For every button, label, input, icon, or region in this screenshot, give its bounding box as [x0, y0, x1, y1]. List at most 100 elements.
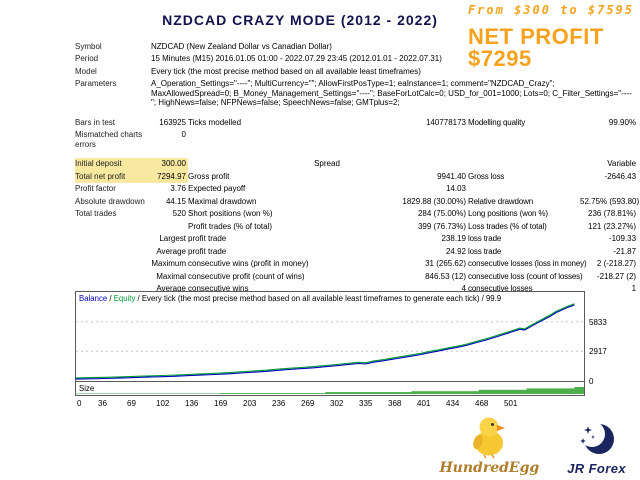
report-cell: Relative drawdown	[468, 196, 534, 206]
report-cell: consecutive profit (count of wins)	[188, 271, 305, 281]
report-cell: consecutive wins (profit in money)	[188, 259, 309, 268]
report-cell: 3.76	[170, 184, 186, 193]
chart-legend: Balance / Equity / Every tick (the most …	[79, 294, 501, 303]
x-axis-tick: 302	[330, 399, 344, 408]
report-cell: NZDCAD (New Zealand Dollar vs Canadian D…	[151, 41, 332, 51]
report-row: Profit factor 3.76 Expected payoff 14.03	[75, 183, 638, 196]
report-row: Mismatched charts errors 0	[75, 129, 638, 151]
size-panel: Size	[75, 382, 585, 396]
size-bar	[526, 388, 575, 394]
report-cell: Average	[156, 284, 186, 293]
report-row: Initial deposit 300.00 Spread Variable	[75, 157, 638, 171]
report-cell	[75, 270, 151, 283]
x-axis-tick: 368	[388, 399, 402, 408]
report-cell: 1829.88 (30.00%)	[402, 196, 466, 206]
report-cell: -2646.43	[604, 171, 637, 181]
hundredegg-logo: HundredEgg	[439, 413, 539, 476]
report-cell: Bars in test	[75, 117, 116, 127]
report-cell: 236 (78.81%)	[588, 209, 637, 218]
report-cell: A_Operation_Settings="----"; MultiCurren…	[151, 79, 632, 107]
report-cell: 121 (23.27%)	[588, 221, 637, 231]
report-cell: Expected payoff	[188, 184, 246, 193]
size-bar	[478, 389, 527, 394]
x-axis-tick: 0	[77, 399, 82, 408]
jrforex-logo: JR Forex	[567, 418, 626, 476]
y-axis-tick: 2917	[589, 347, 607, 356]
report-cell: Profit trades (% of total)	[188, 221, 273, 231]
x-axis-tick: 335	[359, 399, 373, 408]
net-profit-amount: $7295	[468, 46, 532, 71]
chart-x-axis-labels: 0 36 69 102 136 169 203 236 269 302 335 368 401 434 46…	[75, 399, 595, 409]
report-cell: -21.87	[613, 246, 637, 256]
report-cell	[75, 151, 638, 158]
report-cell: Mismatched charts errors	[75, 130, 143, 149]
legend-description: / Every tick (the most precise method ba…	[135, 294, 502, 303]
x-axis-tick: 434	[446, 399, 460, 408]
report-cell	[468, 158, 580, 171]
x-axis-tick: 169	[214, 399, 228, 408]
report-cell: Spread	[314, 159, 340, 168]
size-bar	[574, 387, 584, 394]
report-cell: loss trade	[468, 246, 502, 256]
report-cell: Short positions (won %)	[188, 209, 273, 218]
report-row: Absolute drawdown 44.15 Maximal drawdown 18…	[75, 195, 639, 208]
report-cell: Variable	[607, 159, 637, 168]
report-cell: 24.92	[445, 246, 466, 256]
x-axis-tick: 136	[185, 399, 199, 408]
report-cell: consecutive wins	[188, 284, 249, 293]
report-row: Total net profit 7294.97 Gross profit 9941.…	[75, 170, 638, 183]
report-cell: 9941.40	[437, 171, 466, 181]
report-cell: Total trades	[75, 209, 117, 218]
y-axis-tick: 0	[589, 377, 594, 386]
size-bar	[411, 391, 479, 394]
hundredegg-wordmark: HundredEgg	[439, 460, 540, 476]
x-axis-tick: 102	[156, 399, 170, 408]
report-cell: consecutive losses	[468, 284, 533, 293]
report-cell: 2 (-218.27)	[596, 259, 637, 268]
report-cell: 99.90%	[608, 117, 637, 127]
report-cell	[346, 129, 468, 151]
report-cell: 44.15	[165, 196, 186, 206]
report-cell: -109.33	[608, 234, 637, 243]
balance-line	[76, 304, 575, 380]
report-row: Model Every tick (the most precise method…	[75, 65, 638, 78]
legend-separator: /	[107, 294, 114, 303]
report-cell: 7294.97	[151, 170, 188, 183]
footer-logos: HundredEgg JR Forex	[439, 413, 626, 476]
report-cell: 520	[172, 209, 186, 218]
x-axis-tick: 401	[417, 399, 431, 408]
report-cell: 163925	[159, 117, 186, 127]
report-cell: Initial deposit	[75, 157, 151, 170]
report-cell: Period	[75, 54, 99, 63]
report-cell: Symbol	[75, 41, 102, 51]
report-cell: Maximum	[151, 259, 186, 268]
report-row: Profit trades (% of total) 399 (76.73%) Lo…	[75, 220, 638, 233]
size-bar	[325, 392, 412, 394]
report-cell: 284 (75.00%)	[417, 209, 466, 218]
report-cell: loss trade	[468, 234, 502, 243]
y-axis-tick: 5833	[589, 318, 607, 327]
report-row: Largest profit trade 238.19 loss trade -109.…	[75, 233, 638, 246]
report-cell: 15 Minutes (M15) 2016.01.05 01:00 - 2022…	[151, 54, 442, 63]
report-row: Average profit trade 24.92 loss trade -21.87	[75, 245, 638, 258]
report-cell	[75, 233, 151, 246]
balance-equity-chart	[75, 291, 585, 382]
report-cell	[580, 183, 638, 196]
report-cell: Loss trades (% of total)	[468, 221, 547, 231]
report-spacer-row	[75, 109, 638, 116]
report-spacer-row	[75, 151, 638, 158]
report-cell: 31 (265.62)	[425, 259, 466, 268]
size-bar	[219, 393, 326, 394]
report-cell: 14.03	[445, 184, 466, 193]
report-cell: 140778173	[425, 117, 466, 127]
legend-equity-label: Equity	[113, 294, 136, 303]
report-cell: 0	[181, 130, 186, 139]
report-cell: 846.53 (12)	[425, 271, 466, 281]
report-cell	[75, 220, 151, 233]
jrforex-wordmark: JR Forex	[567, 461, 626, 476]
report-cell	[468, 129, 580, 151]
report-row: Average consecutive wins 4 consecutive loss…	[75, 283, 638, 296]
report-row: Maximal consecutive profit (count of wins…	[75, 270, 638, 283]
report-cell: consecutive losses (loss in money)	[468, 259, 587, 268]
report-cell: Maximal	[156, 271, 186, 281]
